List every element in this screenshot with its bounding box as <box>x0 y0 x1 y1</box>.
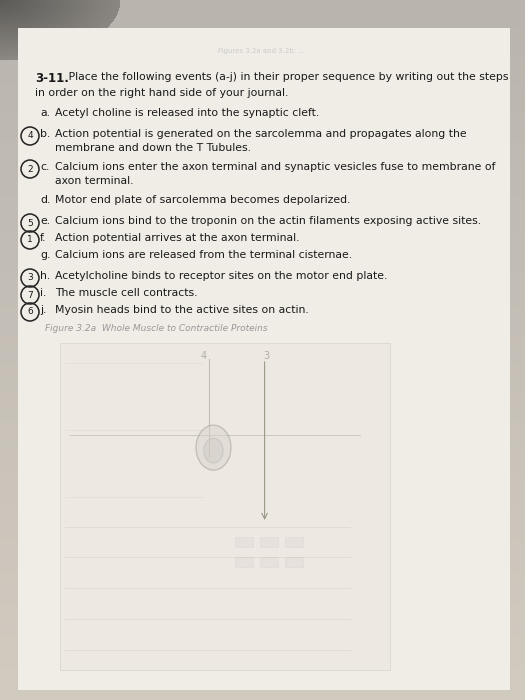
Text: Action potential is generated on the sarcolemma and propagates along the: Action potential is generated on the sar… <box>55 129 467 139</box>
Text: b.: b. <box>40 129 50 139</box>
Text: 4: 4 <box>201 351 206 361</box>
FancyBboxPatch shape <box>285 556 303 566</box>
Text: in order on the right hand side of your journal.: in order on the right hand side of your … <box>35 88 288 98</box>
Text: Acetylcholine binds to receptor sites on the motor end plate.: Acetylcholine binds to receptor sites on… <box>55 271 387 281</box>
Text: Acetyl choline is released into the synaptic cleft.: Acetyl choline is released into the syna… <box>55 108 319 118</box>
Ellipse shape <box>204 438 223 463</box>
Text: Figure 3.2a  Whole Muscle to Contractile Proteins: Figure 3.2a Whole Muscle to Contractile … <box>45 324 268 333</box>
Text: a.: a. <box>40 108 50 118</box>
Text: membrane and down the T Tubules.: membrane and down the T Tubules. <box>55 143 251 153</box>
Text: Calcium ions bind to the troponin on the actin filaments exposing active sites.: Calcium ions bind to the troponin on the… <box>55 216 481 226</box>
Ellipse shape <box>196 425 231 470</box>
Text: 5: 5 <box>27 218 33 228</box>
Text: Myosin heads bind to the active sites on actin.: Myosin heads bind to the active sites on… <box>55 305 309 315</box>
Text: The muscle cell contracts.: The muscle cell contracts. <box>55 288 197 298</box>
FancyBboxPatch shape <box>18 28 510 690</box>
Text: h.: h. <box>40 271 50 281</box>
FancyBboxPatch shape <box>260 556 278 566</box>
Text: e.: e. <box>40 216 50 226</box>
FancyBboxPatch shape <box>260 536 278 547</box>
Text: 2: 2 <box>27 164 33 174</box>
FancyBboxPatch shape <box>235 556 253 566</box>
Text: c.: c. <box>40 162 49 172</box>
FancyBboxPatch shape <box>285 536 303 547</box>
FancyBboxPatch shape <box>235 536 253 547</box>
Text: 1: 1 <box>27 235 33 244</box>
Text: 3: 3 <box>264 351 270 361</box>
Text: 7: 7 <box>27 290 33 300</box>
Text: Place the following events (a-j) in their proper sequence by writing out the ste: Place the following events (a-j) in thei… <box>65 72 509 82</box>
Text: Action potential arrives at the axon terminal.: Action potential arrives at the axon ter… <box>55 233 299 243</box>
Text: 3: 3 <box>27 274 33 283</box>
Text: Figures 3.2a and 3.2b: ...: Figures 3.2a and 3.2b: ... <box>218 48 306 54</box>
Text: j.: j. <box>40 305 46 315</box>
Text: d.: d. <box>40 195 50 205</box>
Text: Motor end plate of sarcolemma becomes depolarized.: Motor end plate of sarcolemma becomes de… <box>55 195 351 205</box>
Text: 3-11.: 3-11. <box>35 72 69 85</box>
Text: axon terminal.: axon terminal. <box>55 176 133 186</box>
Text: Calcium ions enter the axon terminal and synaptic vesicles fuse to membrane of: Calcium ions enter the axon terminal and… <box>55 162 496 172</box>
Text: 4: 4 <box>27 132 33 141</box>
Text: 6: 6 <box>27 307 33 316</box>
Text: i.: i. <box>40 288 46 298</box>
Text: f.: f. <box>40 233 47 243</box>
Text: g.: g. <box>40 250 50 260</box>
FancyBboxPatch shape <box>60 343 390 670</box>
Text: Calcium ions are released from the terminal cisternae.: Calcium ions are released from the termi… <box>55 250 352 260</box>
